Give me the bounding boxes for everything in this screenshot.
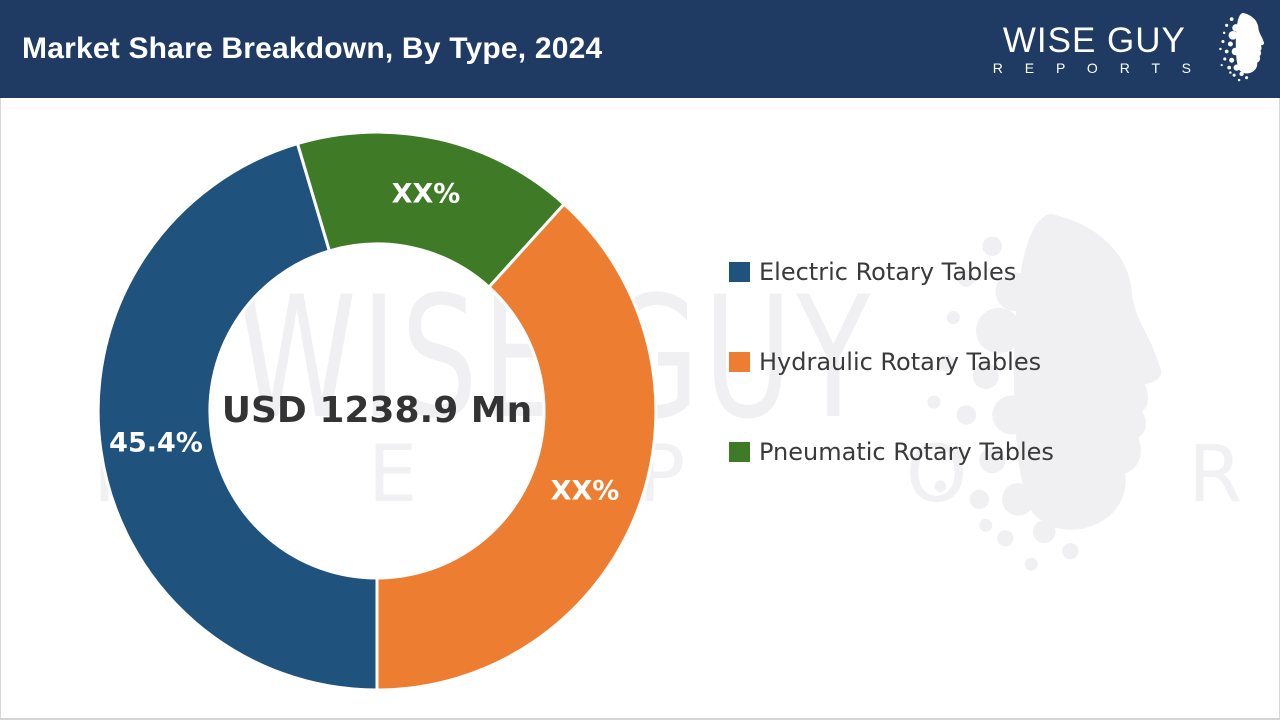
donut-chart: 45.4% XX% XX% [96,130,658,692]
brand-text: WISE GUY R E P O R T S [989,20,1200,76]
slice-label-pneumatic-rotary-tables: XX% [392,179,461,210]
legend-swatch-pneumatic-rotary-tables [729,442,750,462]
legend-item-pneumatic-rotary-tables[interactable]: Pneumatic Rotary Tables [729,438,1054,466]
page-title: Market Share Breakdown, By Type, 2024 [22,32,603,65]
donut-slice-pneumatic-rotary-tables[interactable] [296,130,566,289]
donut-slice-hydraulic-rotary-tables[interactable] [375,202,658,692]
legend-label: Electric Rotary Tables [759,258,1017,286]
legend-item-electric-rotary-tables[interactable]: Electric Rotary Tables [729,258,1054,286]
brand-sub: R E P O R T S [992,59,1200,76]
legend-swatch-electric-rotary-tables [729,262,750,282]
donut-slice-electric-rotary-tables[interactable] [96,142,379,692]
brand-logo: WISE GUY R E P O R T S [989,10,1264,88]
center-value: USD 1238.9 Mn [221,390,533,431]
brand-name: WISE GUY [1002,20,1186,60]
slice-label-electric-rotary-tables: 45.4% [109,428,203,459]
legend-label: Pneumatic Rotary Tables [759,438,1054,466]
legend-swatch-hydraulic-rotary-tables [729,352,750,372]
slice-label-hydraulic-rotary-tables: XX% [551,476,620,507]
chart-canvas: WISE GUY R E P O R T S 45.4%XX%XX% USD 1… [0,98,1280,720]
legend-item-hydraulic-rotary-tables[interactable]: Hydraulic Rotary Tables [729,348,1054,376]
header-bar: Market Share Breakdown, By Type, 2024 WI… [0,0,1280,98]
legend: Electric Rotary Tables Hydraulic Rotary … [729,258,1054,528]
legend-label: Hydraulic Rotary Tables [759,348,1042,376]
brand-face-icon [1208,10,1264,88]
